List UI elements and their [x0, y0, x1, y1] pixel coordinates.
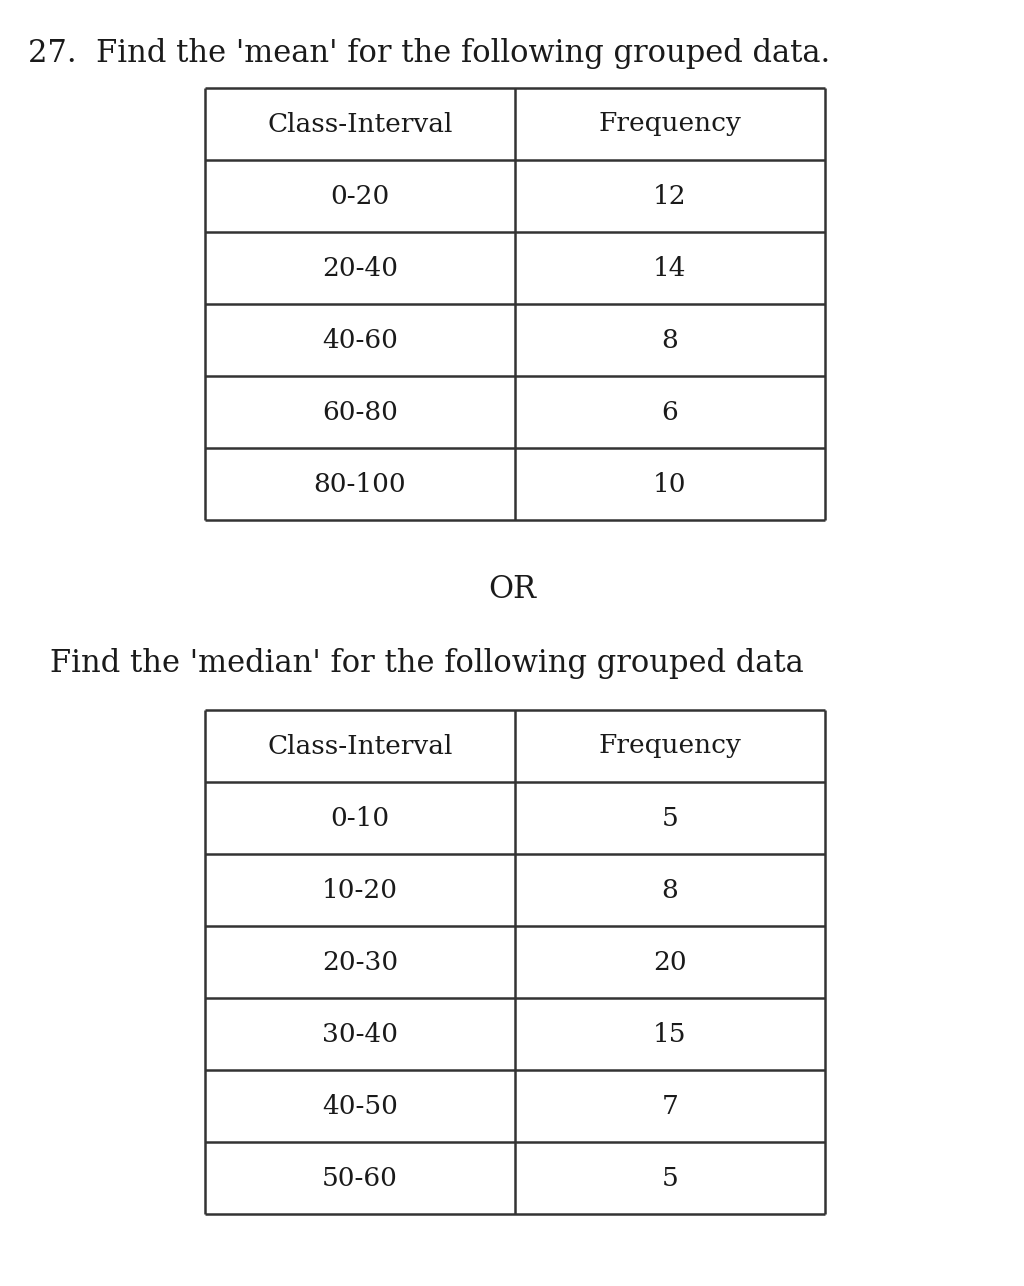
Text: Frequency: Frequency [599, 733, 741, 759]
Text: 10: 10 [653, 472, 687, 496]
Text: Class-Interval: Class-Interval [267, 112, 453, 136]
Text: 30-40: 30-40 [322, 1021, 398, 1047]
Text: OR: OR [488, 575, 536, 606]
Text: Class-Interval: Class-Interval [267, 733, 453, 759]
Text: 27.  Find the 'mean' for the following grouped data.: 27. Find the 'mean' for the following gr… [28, 39, 830, 69]
Text: 80-100: 80-100 [313, 472, 407, 496]
Text: 7: 7 [662, 1093, 679, 1119]
Text: 8: 8 [662, 328, 678, 352]
Text: 6: 6 [662, 400, 678, 424]
Text: 60-80: 60-80 [323, 400, 398, 424]
Text: 0-10: 0-10 [331, 805, 389, 831]
Text: Frequency: Frequency [599, 112, 741, 136]
Text: Find the 'median' for the following grouped data: Find the 'median' for the following grou… [50, 648, 804, 679]
Text: 12: 12 [653, 184, 687, 208]
Text: 0-20: 0-20 [331, 184, 389, 208]
Text: 20-30: 20-30 [322, 949, 398, 975]
Text: 14: 14 [653, 256, 687, 280]
Text: 40-50: 40-50 [323, 1093, 398, 1119]
Text: 20-40: 20-40 [322, 256, 398, 280]
Text: 10-20: 10-20 [322, 877, 398, 903]
Text: 40-60: 40-60 [323, 328, 398, 352]
Text: 8: 8 [662, 877, 678, 903]
Text: 5: 5 [662, 805, 678, 831]
Text: 20: 20 [653, 949, 687, 975]
Text: 15: 15 [653, 1021, 687, 1047]
Text: 5: 5 [662, 1165, 678, 1191]
Text: 50-60: 50-60 [323, 1165, 398, 1191]
